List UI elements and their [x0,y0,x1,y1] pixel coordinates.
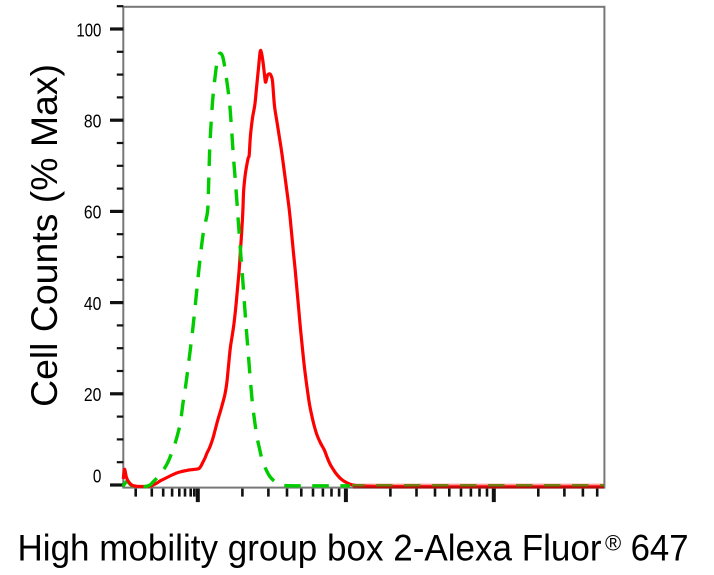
svg-text:80: 80 [84,112,102,132]
svg-text:40: 40 [84,294,102,314]
svg-text:Cell Counts (% Max): Cell Counts (% Max) [23,64,65,407]
svg-text:20: 20 [84,385,102,405]
svg-text:60: 60 [84,203,102,223]
svg-text:®: ® [605,531,621,556]
svg-text:High mobility group box 2-Alex: High mobility group box 2-Alexa Fluor [18,528,602,569]
svg-text:647: 647 [631,528,689,569]
svg-text:100: 100 [76,20,101,40]
svg-text:0: 0 [93,467,102,487]
